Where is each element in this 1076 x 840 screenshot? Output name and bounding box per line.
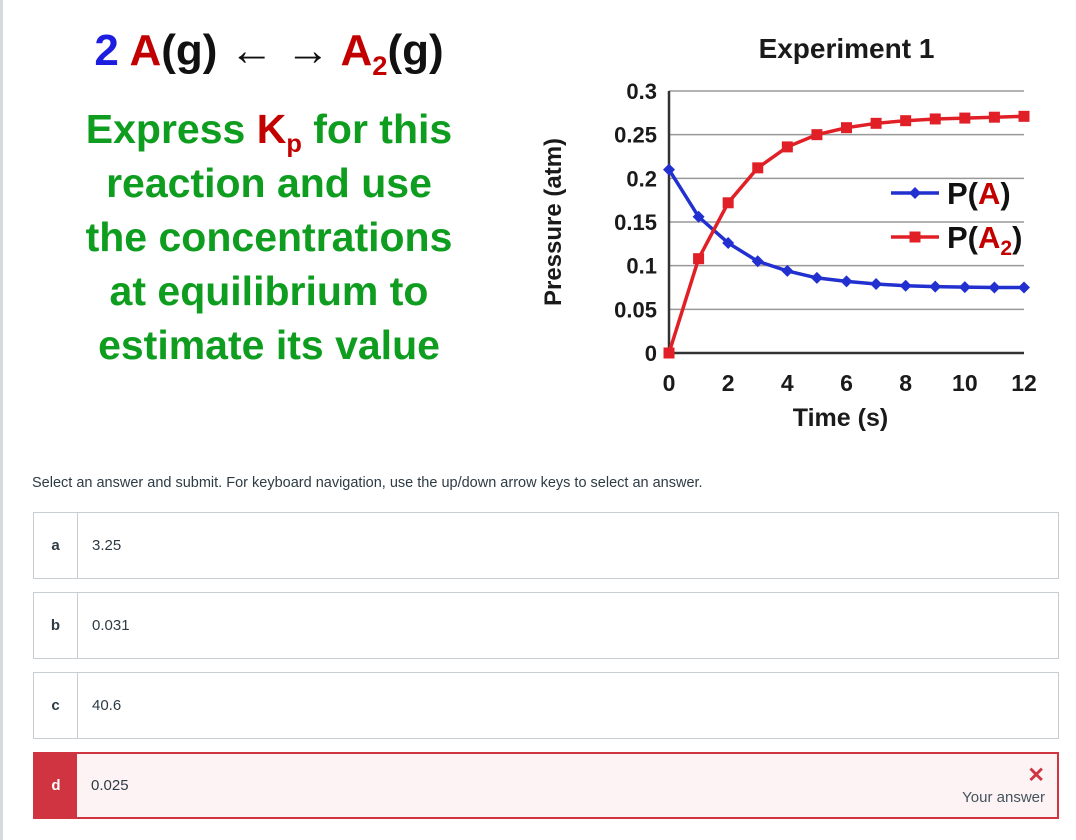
equation-species-a2: A xyxy=(340,26,373,75)
quiz-instruction: Select an answer and submit. For keyboar… xyxy=(32,475,703,491)
svg-text:0.3: 0.3 xyxy=(626,79,657,104)
option-letter: c xyxy=(34,673,78,738)
answer-option-d-selected[interactable]: d 0.025 ✕ Your answer xyxy=(33,752,1059,819)
svg-text:0.15: 0.15 xyxy=(614,210,657,235)
svg-text:0.2: 0.2 xyxy=(626,166,657,191)
svg-text:4: 4 xyxy=(781,370,794,396)
svg-text:Pressure (atm): Pressure (atm) xyxy=(543,138,567,306)
option-letter: d xyxy=(35,754,77,817)
prompt-line1-pre: Express xyxy=(85,106,257,152)
svg-text:0: 0 xyxy=(663,370,676,396)
experiment-chart: 0 0.05 0.1 0.15 0.2 0.25 0.3 0 2 4 6 8 10 12 Experimen… xyxy=(543,33,1037,432)
svg-text:0.1: 0.1 xyxy=(626,254,657,279)
svg-text:P(A): P(A) xyxy=(947,176,1011,211)
option-value: 0.031 xyxy=(92,617,130,634)
svg-text:6: 6 xyxy=(840,370,853,396)
option-value: 40.6 xyxy=(92,697,122,714)
equation-state-a2: (g) xyxy=(387,26,444,75)
equation-sub-2: 2 xyxy=(372,49,388,81)
prompt-line3: the concentrations xyxy=(85,214,453,260)
answer-result: ✕ Your answer xyxy=(962,754,1057,817)
equation-state-a: (g) xyxy=(161,26,218,75)
svg-text:0.25: 0.25 xyxy=(614,123,657,148)
incorrect-x-icon: ✕ xyxy=(1027,764,1045,787)
question-panel: 2 A(g) ← → A2(g) Express Kp for this rea… xyxy=(23,26,515,372)
answer-option-c[interactable]: c 40.6 xyxy=(33,672,1059,739)
equilibrium-arrows: ← → xyxy=(229,26,330,75)
svg-text:Time (s): Time (s) xyxy=(793,404,888,432)
prompt-line5: estimate its value xyxy=(98,322,440,368)
svg-text:0.05: 0.05 xyxy=(614,297,657,322)
prompt-line2: reaction and use xyxy=(106,160,432,206)
option-letter: a xyxy=(34,513,78,578)
answer-option-a[interactable]: a 3.25 xyxy=(33,512,1059,579)
your-answer-label: Your answer xyxy=(962,789,1045,806)
option-value: 0.025 xyxy=(91,777,129,794)
svg-text:8: 8 xyxy=(899,370,912,396)
answer-options: a 3.25 b 0.031 c 40.6 d 0.025 ✕ Your ans… xyxy=(33,512,1059,832)
svg-text:2: 2 xyxy=(722,370,735,396)
kp-subscript: p xyxy=(286,130,302,159)
svg-text:Experiment 1: Experiment 1 xyxy=(759,33,935,64)
option-letter: b xyxy=(34,593,78,658)
question-prompt: Express Kp for this reaction and use the… xyxy=(23,102,515,372)
option-value: 3.25 xyxy=(92,537,122,554)
reaction-equation: 2 A(g) ← → A2(g) xyxy=(23,26,515,79)
svg-text:0: 0 xyxy=(645,341,657,366)
answer-option-b[interactable]: b 0.031 xyxy=(33,592,1059,659)
svg-text:12: 12 xyxy=(1011,370,1037,396)
kp-symbol: K xyxy=(256,106,287,152)
equation-coefficient: 2 xyxy=(94,26,119,75)
prompt-line4: at equilibrium to xyxy=(109,268,429,314)
svg-text:P(A2): P(A2) xyxy=(947,220,1022,260)
prompt-line1-post: for this xyxy=(301,106,453,152)
equation-species-a: A xyxy=(129,26,162,75)
svg-text:10: 10 xyxy=(952,370,978,396)
